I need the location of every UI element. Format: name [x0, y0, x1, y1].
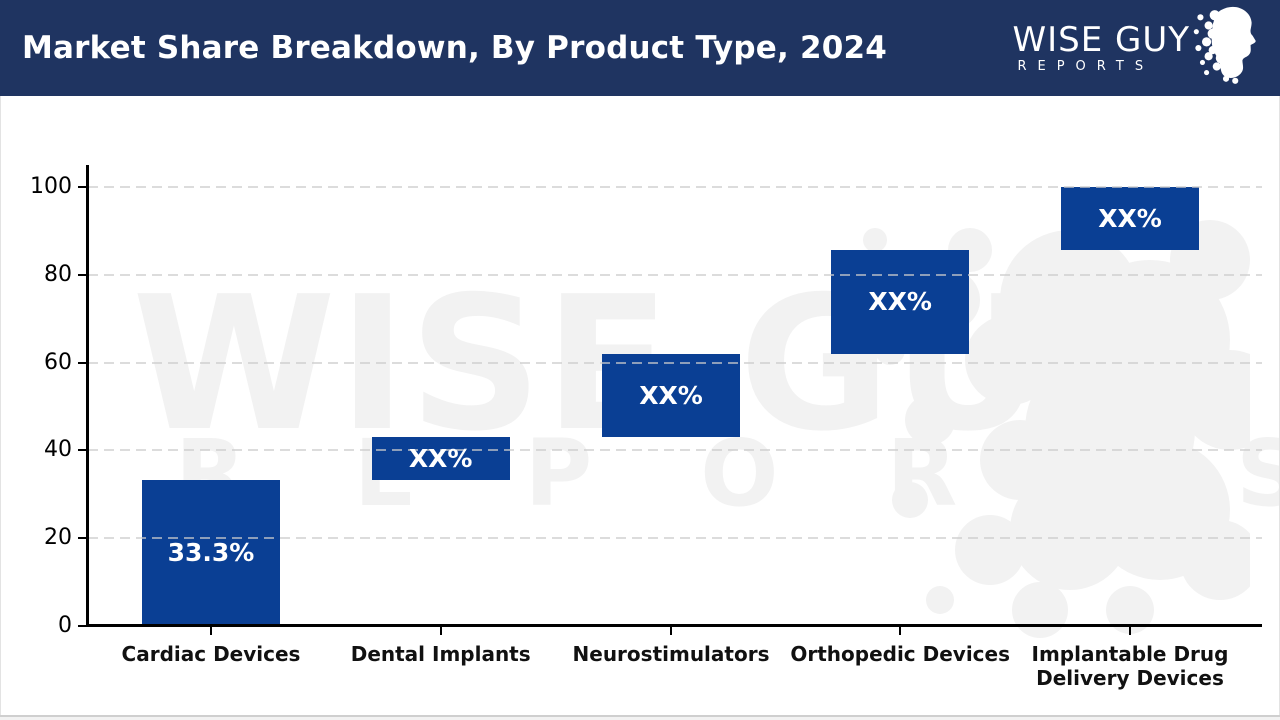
category-label: Dental Implants	[350, 642, 531, 666]
y-tick-mark	[78, 273, 86, 276]
gridline-40	[88, 449, 1262, 452]
x-tick-mark	[670, 627, 672, 635]
x-tick-mark	[1129, 627, 1131, 635]
y-tick-label: 40	[44, 437, 72, 463]
y-tick-label: 0	[58, 613, 72, 638]
header-bar: Market Share Breakdown, By Product Type,…	[0, 0, 1280, 96]
y-tick-label: 20	[44, 525, 72, 551]
logo-line2: REPORTS	[1017, 58, 1155, 74]
y-tick-label: 80	[44, 261, 72, 287]
logo-head-icon	[1192, 3, 1258, 93]
x-tick-mark	[899, 627, 902, 635]
gridline-60	[88, 361, 1262, 364]
gridline-20	[88, 537, 1262, 540]
y-tick-label: 60	[44, 349, 72, 375]
bar-value-label: XX%	[639, 381, 703, 411]
logo-wordmark: WISE GUY REPORTS	[1012, 23, 1190, 74]
frame-bottom-soft	[0, 717, 1280, 720]
frame-left	[0, 96, 1, 720]
wise-guy-reports-logo: WISE GUY REPORTS	[1012, 3, 1258, 93]
bar-value-label: XX%	[408, 444, 473, 473]
y-tick-mark	[78, 361, 86, 364]
logo-line1: WISE GUY	[1012, 19, 1190, 60]
y-tick-label: 100	[30, 174, 72, 199]
x-tick-mark	[210, 627, 212, 635]
x-axis-spine	[86, 624, 1262, 627]
y-tick-mark	[78, 449, 86, 452]
x-tick-mark	[439, 627, 442, 635]
bar-3	[831, 249, 970, 354]
bar-value-label: XX%	[868, 287, 932, 317]
frame-bottom-line	[0, 715, 1280, 717]
y-tick-mark	[78, 186, 86, 188]
bar-value-label: 33.3%	[167, 538, 255, 568]
y-tick-mark	[78, 537, 86, 540]
bar-0	[142, 479, 280, 626]
category-label: Neurostimulators	[572, 642, 770, 666]
bar-4	[1061, 187, 1199, 250]
bar-2	[602, 353, 740, 438]
gridline-100	[88, 186, 1262, 188]
y-tick-mark	[78, 625, 86, 627]
category-label: Orthopedic Devices	[790, 642, 1011, 666]
gridline-80	[88, 273, 1262, 276]
page-title: Market Share Breakdown, By Product Type,…	[22, 30, 888, 66]
category-label: Implantable Drug Delivery Devices	[1031, 642, 1229, 690]
category-label: Cardiac Devices	[121, 642, 301, 666]
y-axis-spine	[86, 165, 89, 627]
bar-1	[371, 437, 510, 480]
bar-value-label: XX%	[1098, 203, 1162, 233]
